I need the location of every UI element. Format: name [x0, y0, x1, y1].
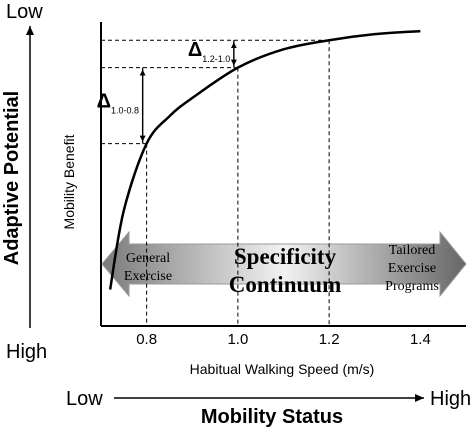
delta-subscript-1: 1.2-1.0	[202, 54, 230, 64]
adaptive-potential-title: Adaptive Potential	[1, 91, 23, 265]
delta-subscript-0: 1.0-0.8	[111, 106, 139, 116]
mobility-status-title: Mobility Status	[201, 406, 343, 428]
mobility-low-label: Low	[66, 388, 103, 410]
adaptive-low-label: Low	[6, 1, 43, 23]
benefit-curve	[108, 29, 421, 290]
x-tick-label-0: 0.8	[136, 331, 157, 348]
x-tick-label-3: 1.4	[410, 331, 431, 348]
x-axis-label: Habitual Walking Speed (m/s)	[190, 361, 375, 377]
adaptive-high-label: High	[6, 341, 47, 363]
curve-layer	[108, 29, 421, 290]
x-tick-label-2: 1.2	[319, 331, 340, 348]
continuum-right-label: Tailored Exercise Programs	[385, 243, 439, 294]
x-tick-labels: 0.8 1.0 1.2 1.4	[136, 331, 431, 348]
continuum-center-line-1: Specificity	[234, 244, 337, 269]
y-axis-label: Mobility Benefit	[61, 134, 77, 229]
x-tick-label-1: 1.0	[227, 331, 248, 348]
delta-layer: Δ1.0-0.8 Δ1.2-1.0	[97, 39, 237, 144]
reference-lines	[101, 39, 330, 326]
continuum-left-label: General Exercise	[124, 251, 172, 284]
delta-label-0: Δ1.0-0.8	[97, 91, 139, 116]
mobility-high-label: High	[430, 388, 471, 410]
continuum-center-line-2: Continuum	[229, 272, 341, 297]
continuum-right-line-1: Tailored	[389, 243, 435, 258]
continuum-right-line-2: Exercise	[388, 261, 436, 276]
continuum-arrow	[101, 230, 467, 298]
continuum-center-label: Specificity Continuum	[229, 244, 341, 297]
delta-label-1: Δ1.2-1.0	[188, 39, 230, 64]
continuum-right-line-3: Programs	[385, 279, 439, 294]
continuum-left-line-2: Exercise	[124, 269, 172, 284]
continuum-left-line-1: General	[126, 251, 170, 266]
